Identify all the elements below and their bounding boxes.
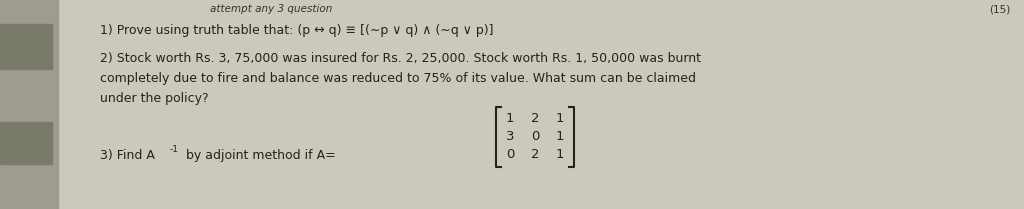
Bar xyxy=(0,24,52,69)
Text: 2) Stock worth Rs. 3, 75,000 was insured for Rs. 2, 25,000. Stock worth Rs. 1, 5: 2) Stock worth Rs. 3, 75,000 was insured… xyxy=(100,52,701,65)
Text: 0: 0 xyxy=(530,130,540,144)
Bar xyxy=(0,122,52,164)
Text: attempt any 3 question: attempt any 3 question xyxy=(210,4,333,14)
Text: (15): (15) xyxy=(989,4,1010,14)
Text: 1: 1 xyxy=(556,149,564,162)
Text: 1: 1 xyxy=(506,112,514,125)
Text: 3: 3 xyxy=(506,130,514,144)
Text: -1: -1 xyxy=(170,144,179,153)
Bar xyxy=(0,0,58,209)
Text: 1) Prove using truth table that: (p ↔ q) ≡ [(∼p ∨ q) ∧ (∼q ∨ p)]: 1) Prove using truth table that: (p ↔ q)… xyxy=(100,24,494,37)
Text: 2: 2 xyxy=(530,112,540,125)
Text: 1: 1 xyxy=(556,112,564,125)
Text: 2: 2 xyxy=(530,149,540,162)
Text: by adjoint method if A=: by adjoint method if A= xyxy=(182,149,336,162)
Text: 0: 0 xyxy=(506,149,514,162)
Text: 1: 1 xyxy=(556,130,564,144)
Text: 3) Find A: 3) Find A xyxy=(100,149,155,162)
Text: completely due to fire and balance was reduced to 75% of its value. What sum can: completely due to fire and balance was r… xyxy=(100,72,696,85)
Text: under the policy?: under the policy? xyxy=(100,92,209,105)
